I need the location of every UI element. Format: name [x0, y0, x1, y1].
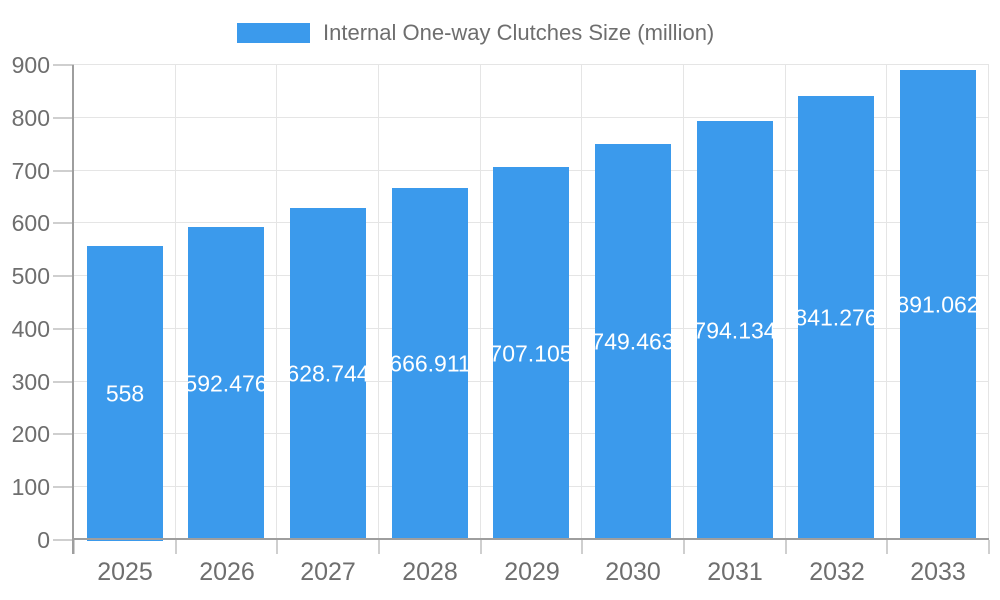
- y-tick: [53, 222, 74, 224]
- y-tick: [53, 275, 74, 277]
- gridline-v: [581, 65, 582, 540]
- bar-value-label: 592.476: [188, 370, 264, 396]
- y-tick: [53, 539, 74, 541]
- x-tick: [886, 540, 888, 554]
- legend-label: Internal One-way Clutches Size (million): [323, 20, 715, 45]
- x-axis-label: 2028: [402, 558, 458, 586]
- y-tick: [53, 117, 74, 119]
- y-tick: [53, 328, 74, 330]
- y-axis-label: 800: [11, 105, 50, 131]
- y-axis-label: 0: [37, 527, 50, 553]
- legend: Internal One-way Clutches Size (million): [237, 20, 715, 45]
- bar-value-label: 558: [105, 380, 145, 406]
- y-axis-label: 700: [11, 158, 50, 184]
- y-axis-label: 300: [11, 369, 50, 395]
- gridline-v: [175, 65, 176, 540]
- x-tick: [581, 540, 583, 554]
- x-axis-label: 2026: [199, 558, 255, 586]
- bar: 794.134: [697, 121, 773, 540]
- y-axis-label: 200: [11, 421, 50, 447]
- bar: 707.105: [493, 167, 569, 540]
- bar-value-label: 628.744: [290, 360, 366, 387]
- bar: 558: [87, 246, 163, 541]
- y-tick: [53, 170, 74, 172]
- x-axis-label: 2029: [504, 558, 560, 586]
- gridline-v: [988, 65, 989, 540]
- x-tick: [378, 540, 380, 554]
- gridline-v: [378, 65, 379, 540]
- x-tick: [988, 540, 990, 554]
- x-axis-line: [72, 538, 989, 540]
- gridline-v: [785, 65, 786, 540]
- bar-value-label: 749.463: [595, 328, 671, 355]
- legend-swatch: [237, 23, 310, 43]
- x-axis-label: 2025: [97, 558, 153, 586]
- gridline-v: [276, 65, 277, 540]
- y-tick: [53, 433, 74, 435]
- x-axis-label: 2033: [910, 558, 966, 586]
- y-tick: [53, 486, 74, 488]
- y-axis-label: 600: [11, 210, 50, 236]
- x-axis-label: 2031: [707, 558, 763, 586]
- bar: 841.276: [798, 96, 874, 540]
- bar: 891.062: [900, 70, 976, 540]
- bar: 749.463: [595, 144, 671, 540]
- bar-value-label: 891.062: [900, 291, 976, 318]
- bar: 592.476: [188, 227, 264, 540]
- y-axis-label: 900: [11, 52, 50, 78]
- y-axis-label: 500: [11, 263, 50, 289]
- x-tick: [683, 540, 685, 554]
- y-axis-label: 400: [11, 316, 50, 342]
- bar-value-label: 794.134: [697, 317, 773, 343]
- gridline-h: [74, 64, 989, 65]
- bar: 628.744: [290, 208, 366, 540]
- x-axis-label: 2027: [300, 558, 356, 586]
- x-tick: [73, 540, 75, 554]
- bar-value-label: 841.276: [798, 304, 874, 331]
- gridline-v: [480, 65, 481, 540]
- x-tick: [276, 540, 278, 554]
- gridline-v: [683, 65, 684, 540]
- x-tick: [175, 540, 177, 554]
- x-axis-label: 2030: [605, 558, 661, 586]
- bar: 666.911: [392, 188, 468, 540]
- gridline-v: [886, 65, 887, 540]
- y-tick: [53, 64, 74, 66]
- y-tick: [53, 381, 74, 383]
- y-axis-label: 100: [11, 474, 50, 500]
- bar-value-label: 666.911: [392, 350, 468, 377]
- x-axis-label: 2032: [809, 558, 865, 586]
- bar-value-label: 707.105: [493, 340, 569, 366]
- y-axis-line: [72, 65, 74, 554]
- x-tick: [785, 540, 787, 554]
- gridline-h: [74, 117, 989, 118]
- x-tick: [480, 540, 482, 554]
